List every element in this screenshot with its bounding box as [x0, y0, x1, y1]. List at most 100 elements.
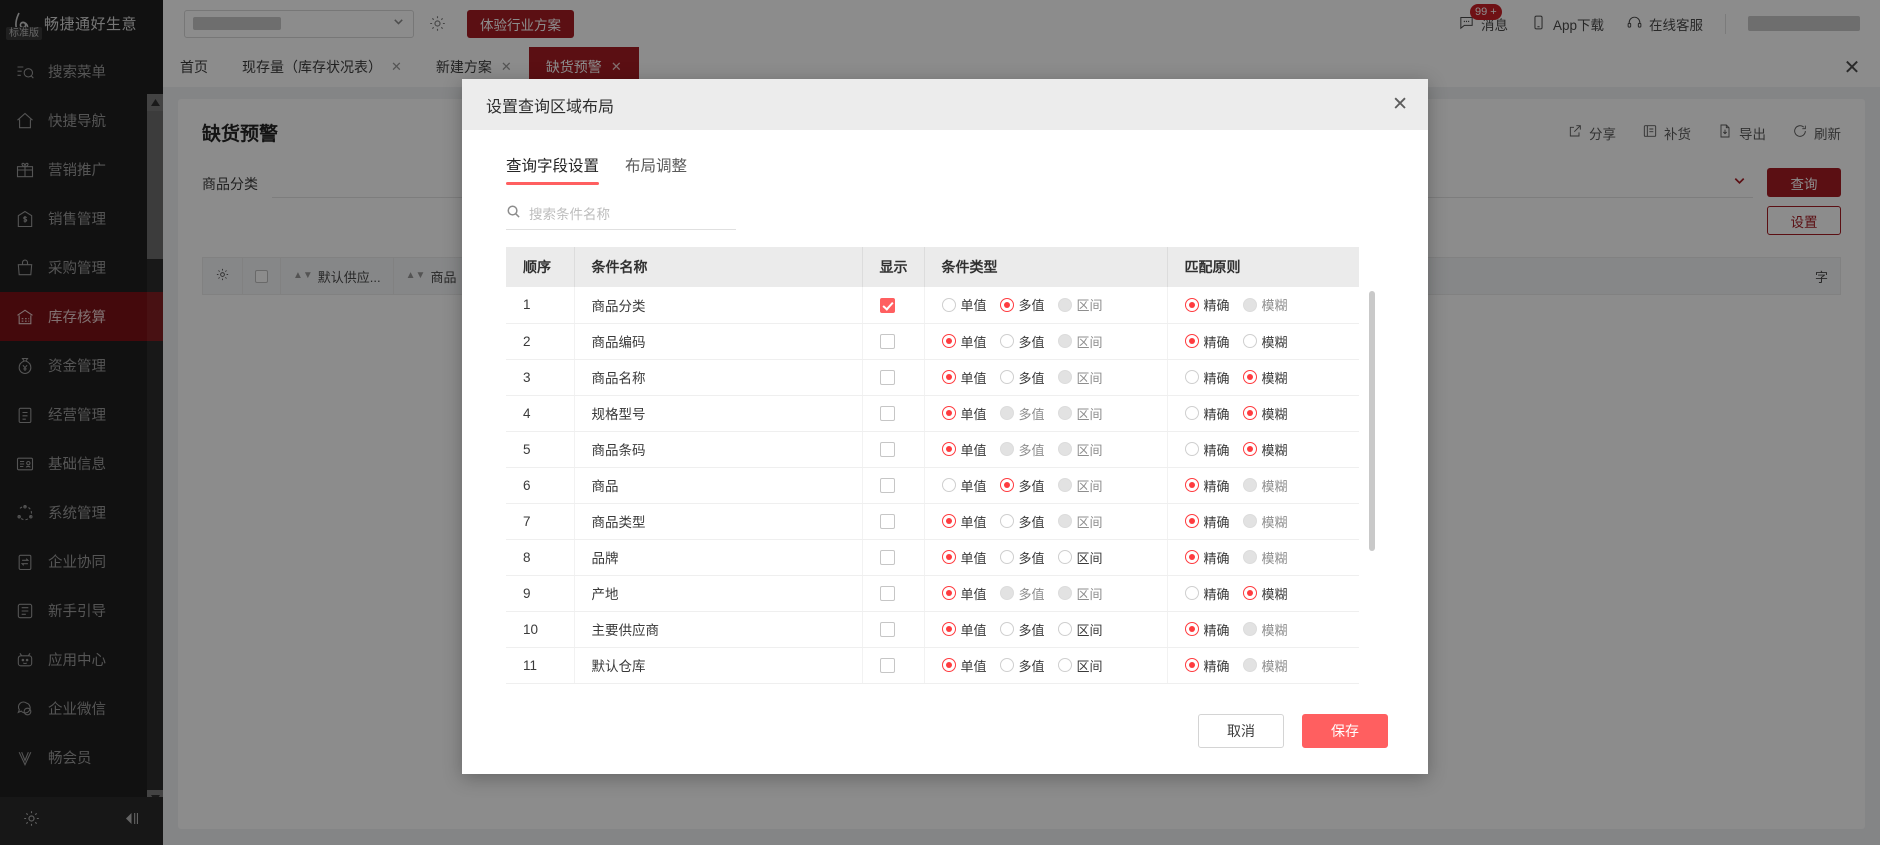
radio-dot[interactable] — [999, 370, 1014, 384]
cell-show[interactable] — [862, 467, 925, 504]
show-checkbox[interactable] — [879, 621, 895, 637]
radio-dot[interactable] — [999, 514, 1014, 528]
condition-type-option[interactable]: 单值 — [941, 656, 987, 675]
cell-show[interactable] — [862, 395, 925, 432]
cell-match-rule[interactable]: 精确 模糊 — [1167, 395, 1359, 432]
condition-type-option[interactable]: 多值 — [999, 548, 1045, 567]
tab-query-field-settings[interactable]: 查询字段设置 — [506, 154, 600, 185]
setting-button[interactable]: 设置 — [1767, 206, 1841, 235]
sidebar-item-purchase[interactable]: 采购管理 — [0, 243, 163, 292]
match-rule-option[interactable]: 精确 — [1184, 476, 1230, 495]
show-checkbox[interactable] — [879, 369, 895, 385]
match-rule-option[interactable]: 精确 — [1184, 295, 1230, 314]
tab-home[interactable]: 首页 — [163, 47, 225, 87]
show-checkbox[interactable] — [879, 513, 895, 529]
match-rule-option[interactable]: 精确 — [1184, 548, 1230, 567]
show-checkbox[interactable] — [879, 549, 895, 565]
grid-column-trailing[interactable]: 字 — [1803, 258, 1840, 294]
radio-dot[interactable] — [1184, 550, 1199, 564]
sidebar-item-marketing[interactable]: 营销推广 — [0, 145, 163, 194]
cell-condition-type[interactable]: 单值 多值 区间 — [924, 431, 1168, 468]
cell-show[interactable] — [862, 647, 925, 684]
try-industry-solution-button[interactable]: 体验行业方案 — [467, 9, 574, 38]
radio-dot[interactable] — [941, 478, 956, 492]
radio-dot[interactable] — [999, 622, 1014, 636]
sidebar-item-inventory-accounting[interactable]: 库存核算 — [0, 292, 163, 341]
show-checkbox[interactable] — [879, 441, 895, 457]
cell-condition-type[interactable]: 单值 多值 区间 — [924, 647, 1168, 684]
cell-match-rule[interactable]: 精确 模糊 — [1167, 647, 1359, 684]
condition-type-option[interactable]: 单值 — [941, 368, 987, 387]
cell-condition-type[interactable]: 单值 多值 区间 — [924, 503, 1168, 540]
cell-show[interactable] — [862, 359, 925, 396]
radio-dot[interactable] — [1184, 442, 1199, 456]
match-rule-option[interactable]: 模糊 — [1242, 404, 1288, 423]
radio-dot[interactable] — [1242, 442, 1257, 456]
match-rule-option[interactable]: 模糊 — [1242, 584, 1288, 603]
show-checkbox[interactable] — [879, 657, 895, 673]
cell-match-rule[interactable]: 精确 模糊 — [1167, 611, 1359, 648]
match-rule-option[interactable]: 模糊 — [1242, 332, 1288, 351]
cell-match-rule[interactable]: 精确 模糊 — [1167, 323, 1359, 360]
sidebar-item-vip[interactable]: 畅会员 — [0, 733, 163, 782]
radio-dot[interactable] — [941, 550, 956, 564]
radio-dot[interactable] — [941, 586, 956, 600]
cell-show[interactable] — [862, 323, 925, 360]
radio-dot[interactable] — [1242, 334, 1257, 348]
online-support-link[interactable]: 在线客服 — [1626, 14, 1703, 34]
cell-show[interactable] — [862, 503, 925, 540]
cell-condition-type[interactable]: 单值 多值 区间 — [924, 467, 1168, 504]
condition-type-option[interactable]: 区间 — [1057, 548, 1103, 567]
match-rule-option[interactable]: 模糊 — [1242, 368, 1288, 387]
radio-dot[interactable] — [999, 334, 1014, 348]
cell-condition-type[interactable]: 单值 多值 区间 — [924, 395, 1168, 432]
sidebar-item-collaboration[interactable]: 企业协同 — [0, 537, 163, 586]
search-box[interactable] — [506, 199, 736, 230]
sidebar-item-system[interactable]: 系统管理 — [0, 488, 163, 537]
sidebar-item-search-menu[interactable]: 搜索菜单 — [0, 47, 163, 96]
condition-type-option[interactable]: 单值 — [941, 440, 987, 459]
radio-dot[interactable] — [1242, 586, 1257, 600]
cell-match-rule[interactable]: 精确 模糊 — [1167, 503, 1359, 540]
condition-type-option[interactable]: 单值 — [941, 404, 987, 423]
radio-dot[interactable] — [941, 297, 956, 312]
radio-dot[interactable] — [1057, 550, 1072, 564]
radio-dot[interactable] — [941, 370, 956, 384]
cell-show[interactable] — [862, 287, 925, 324]
gear-icon[interactable] — [428, 14, 447, 33]
condition-type-option[interactable]: 多值 — [999, 368, 1045, 387]
tab-new-scheme[interactable]: 新建方案 ✕ — [419, 47, 529, 87]
gear-icon[interactable] — [22, 809, 41, 833]
radio-dot[interactable] — [1184, 334, 1199, 348]
user-name[interactable] — [1748, 16, 1860, 31]
table-scrollbar-thumb[interactable] — [1369, 291, 1375, 551]
radio-dot[interactable] — [1184, 297, 1199, 312]
radio-dot[interactable] — [941, 406, 956, 420]
radio-dot[interactable] — [999, 550, 1014, 564]
radio-dot[interactable] — [941, 514, 956, 528]
radio-dot[interactable] — [941, 658, 956, 672]
cell-condition-type[interactable]: 单值 多值 区间 — [924, 575, 1168, 612]
search-input[interactable] — [529, 206, 736, 222]
share-button[interactable]: 分享 — [1567, 123, 1616, 143]
select-all-checkbox[interactable] — [243, 258, 281, 294]
sidebar-item-operations[interactable]: 经营管理 — [0, 390, 163, 439]
radio-dot[interactable] — [1184, 406, 1199, 420]
refresh-button[interactable]: 刷新 — [1792, 123, 1841, 143]
cell-match-rule[interactable]: 精确 模糊 — [1167, 467, 1359, 504]
sort-icon[interactable]: ▲▼ — [293, 270, 313, 281]
radio-dot[interactable] — [1057, 622, 1072, 636]
sidebar-item-wechat-work[interactable]: 企业微信 — [0, 684, 163, 733]
radio-dot[interactable] — [1184, 370, 1199, 384]
radio-dot[interactable] — [941, 622, 956, 636]
condition-type-option[interactable]: 单值 — [941, 332, 987, 351]
radio-dot[interactable] — [1242, 406, 1257, 420]
cell-condition-type[interactable]: 单值 多值 区间 — [924, 323, 1168, 360]
radio-dot[interactable] — [999, 658, 1014, 672]
match-rule-option[interactable]: 精确 — [1184, 584, 1230, 603]
sidebar-item-basic-info[interactable]: 基础信息 — [0, 439, 163, 488]
sidebar-item-funds[interactable]: 资金管理 — [0, 341, 163, 390]
radio-dot[interactable] — [941, 334, 956, 348]
cancel-button[interactable]: 取消 — [1198, 714, 1284, 748]
radio-dot[interactable] — [1184, 622, 1199, 636]
